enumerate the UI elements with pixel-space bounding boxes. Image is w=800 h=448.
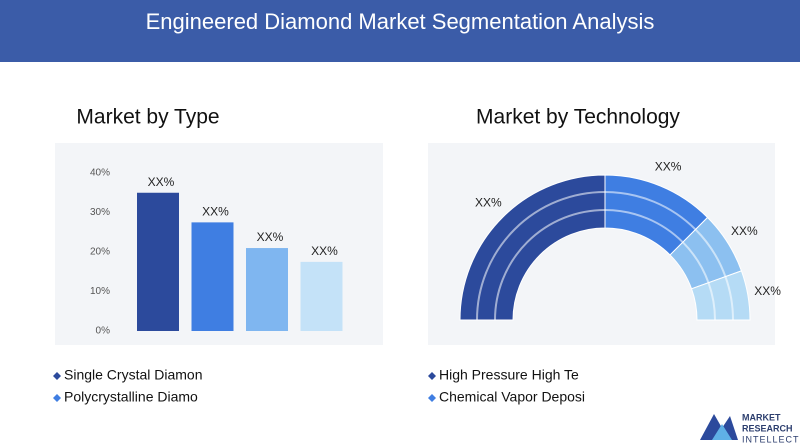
donut-segment: [690, 270, 751, 321]
header-band: [0, 0, 800, 62]
ring-divider: [604, 191, 697, 231]
legend-marker: [53, 394, 61, 402]
ring-divider: [476, 191, 606, 321]
logo: MARKET RESEARCH INTELLECT: [700, 412, 800, 444]
ring-divider: [707, 282, 716, 321]
chart-title: Market by Technology: [476, 106, 680, 129]
logo-icon: [712, 424, 732, 440]
value-label: XX%: [731, 224, 758, 238]
y-tick-label: 10%: [90, 286, 110, 297]
bar: [137, 192, 179, 331]
y-tick-label: 0%: [96, 326, 111, 337]
legend-label: Single Crystal Diamon: [64, 367, 203, 383]
y-tick-label: 40%: [90, 168, 110, 179]
legend-label: Polycrystalline Diamo: [64, 389, 198, 405]
ring-divider: [682, 241, 710, 284]
ring-divider: [724, 276, 734, 321]
bar: [191, 222, 234, 331]
value-label: XX%: [202, 205, 229, 219]
header-title: Engineered Diamond Market Segmentation A…: [146, 9, 655, 34]
value-label: XX%: [257, 230, 284, 244]
legend-marker: [428, 372, 436, 380]
bar: [300, 261, 343, 331]
logo-icon: [700, 414, 738, 440]
value-label: XX%: [148, 175, 175, 189]
legend-marker: [428, 394, 436, 402]
value-label: XX%: [475, 195, 502, 209]
ring-divider: [494, 209, 606, 321]
legend-marker: [53, 372, 61, 380]
value-label: XX%: [655, 160, 682, 174]
logo-text: MARKET: [742, 412, 781, 422]
ring-divider: [604, 209, 684, 243]
chart-title: Market by Type: [76, 106, 219, 129]
ring-divider: [694, 228, 727, 277]
value-label: XX%: [311, 244, 338, 258]
value-label: XX%: [754, 284, 781, 298]
y-tick-label: 30%: [90, 207, 110, 218]
logo-text: RESEARCH: [742, 423, 793, 433]
logo-text: INTELLECT: [742, 434, 800, 444]
legend-label: High Pressure High Te: [439, 367, 579, 383]
legend-label: Chemical Vapor Deposi: [439, 389, 585, 405]
y-tick-label: 20%: [90, 247, 110, 258]
bar: [246, 248, 288, 331]
